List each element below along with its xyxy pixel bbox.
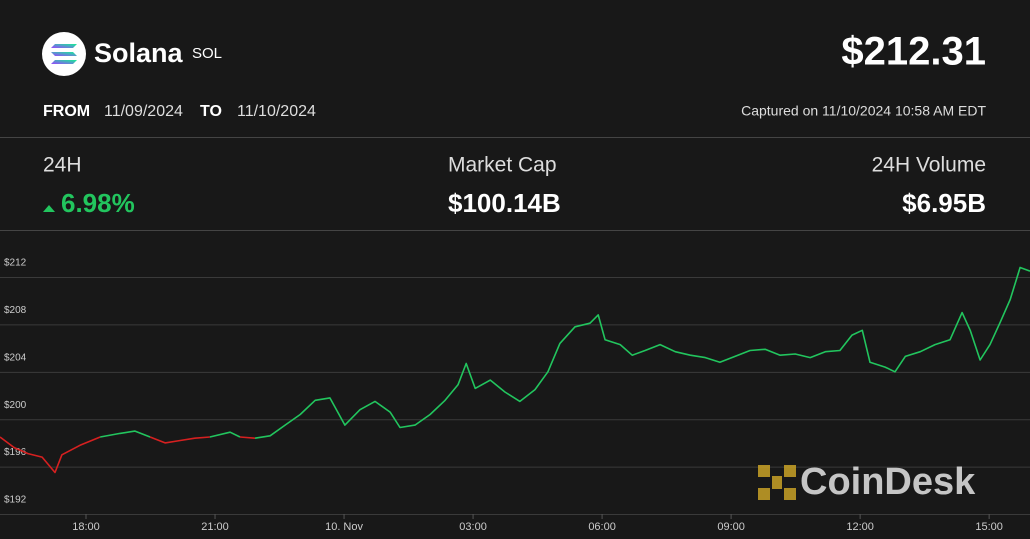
stat-value: 6.98% — [61, 188, 135, 218]
from-date: 11/09/2024 — [104, 103, 183, 120]
asset-name: Solana — [94, 38, 184, 68]
price-line — [100, 430, 151, 438]
stat-label: Market Cap — [448, 154, 557, 177]
to-date: 11/10/2024 — [237, 103, 316, 120]
x-tick-label: 10. Nov — [325, 521, 363, 533]
price-line — [149, 436, 210, 444]
price-line — [0, 436, 101, 474]
watermark: CoinDesk — [800, 461, 976, 503]
captured-time: Captured on 11/10/2024 10:58 AM EDT — [741, 103, 986, 119]
stat-label: 24H — [43, 154, 82, 177]
x-tick-label: 06:00 — [588, 521, 616, 533]
price-line — [254, 266, 1030, 439]
stat-label: 24H Volume — [872, 154, 986, 177]
x-tick-label: 03:00 — [459, 521, 487, 533]
stat-value: $100.14B — [448, 188, 561, 218]
x-tick-label: 15:00 — [975, 521, 1003, 533]
asset-symbol: SOL — [192, 45, 222, 62]
y-tick-label: $208 — [4, 305, 27, 316]
plot — [0, 266, 1030, 474]
stat-value: $6.95B — [902, 188, 986, 218]
price-line — [239, 436, 256, 439]
price: $212.31 — [841, 30, 986, 74]
grid: $192 $196 $200 $204 $208 $212 18:00 21:00 10. No… — [0, 258, 1030, 533]
y-tick-label: $204 — [4, 352, 27, 363]
to-label: TO — [200, 103, 222, 120]
logo — [42, 32, 86, 76]
x-tick-label: 12:00 — [846, 521, 874, 533]
y-tick-label: $192 — [4, 495, 27, 506]
x-tick-label: 09:00 — [717, 521, 745, 533]
y-tick-label: $212 — [4, 258, 27, 269]
x-tick-label: 18:00 — [72, 521, 100, 533]
price-line — [209, 431, 241, 438]
watermark-logo — [758, 465, 796, 500]
up-arrow — [43, 205, 55, 212]
from-label: FROM — [43, 103, 90, 120]
y-tick-label: $200 — [4, 400, 27, 411]
y-tick-label: $196 — [4, 447, 27, 458]
x-tick-label: 21:00 — [201, 521, 229, 533]
